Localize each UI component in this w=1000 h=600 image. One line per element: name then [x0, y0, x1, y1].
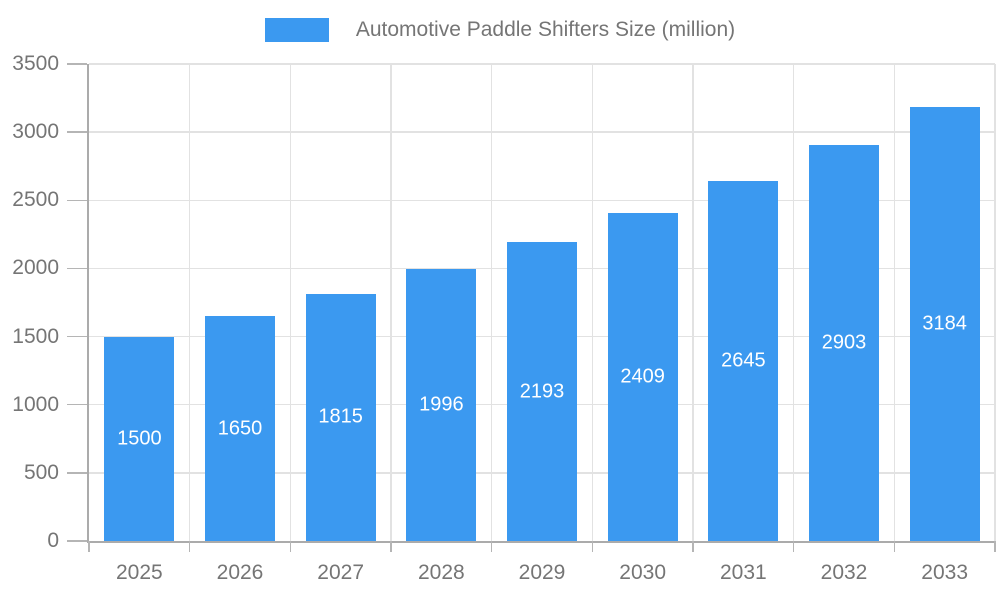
legend-label: Automotive Paddle Shifters Size (million…: [355, 18, 736, 41]
bar: 2645: [708, 180, 779, 541]
x-tick-label: 2027: [317, 561, 365, 584]
v-gridline: [994, 64, 996, 541]
bar: 1650: [205, 316, 275, 541]
x-tick-label: 2028: [417, 561, 465, 584]
bar-value-label: 1815: [318, 405, 363, 428]
y-tick: [67, 63, 87, 65]
y-tick-label: 500: [23, 460, 59, 484]
h-gridline: [89, 199, 995, 202]
x-tick: [792, 541, 795, 552]
y-tick: [67, 403, 87, 406]
plot-area: 0 500 1000 1500 2000 2500 3000 3500 1500 2025 1650…: [12, 52, 996, 584]
x-tick: [390, 541, 392, 552]
bar: 2409: [607, 212, 678, 541]
bar-value-label: 1500: [117, 427, 162, 450]
x-tick: [994, 541, 996, 552]
x-tick-label: 2029: [518, 561, 566, 584]
y-tick-label: 0: [47, 529, 59, 552]
x-tick: [591, 541, 594, 552]
h-gridline: [89, 131, 995, 133]
v-gridline: [893, 64, 896, 541]
v-gridline: [289, 64, 292, 541]
x-tick: [692, 541, 694, 552]
y-tick: [67, 131, 87, 133]
y-tick: [67, 335, 87, 338]
x-tick: [893, 541, 896, 552]
v-gridline: [390, 64, 392, 541]
y-tick: [67, 267, 87, 270]
v-gridline: [792, 64, 795, 541]
x-tick: [88, 541, 90, 552]
x-tick-label: 2031: [719, 561, 767, 584]
x-tick: [289, 541, 292, 552]
legend: Automotive Paddle Shifters Size (million…: [0, 18, 1000, 42]
x-tick-label: 2032: [820, 561, 868, 584]
y-tick: [67, 199, 87, 202]
bar-value-label: 2903: [821, 331, 867, 354]
bar: 1500: [104, 336, 175, 541]
y-tick-label: 3000: [12, 120, 59, 144]
v-gridline: [188, 64, 191, 541]
bar-value-label: 2645: [721, 349, 766, 372]
bar-value-label: 2193: [519, 380, 565, 403]
x-tick-label: 2033: [921, 561, 969, 584]
x-tick-label: 2025: [115, 561, 163, 584]
bar: 3184: [909, 107, 980, 541]
v-gridline: [591, 64, 594, 541]
legend-swatch: [264, 18, 329, 42]
bar: 2903: [809, 145, 879, 541]
y-tick-label: 2500: [12, 188, 59, 212]
x-tick-label: 2026: [216, 561, 264, 584]
h-gridline: [89, 63, 995, 65]
bar: 1996: [406, 268, 477, 541]
bar: 1815: [305, 293, 376, 541]
bar-value-label: 1650: [217, 417, 263, 440]
y-tick-label: 1500: [12, 324, 59, 348]
x-tick-label: 2030: [619, 561, 667, 584]
x-tick: [188, 541, 191, 552]
bar-value-label: 3184: [922, 312, 967, 335]
bar: 2193: [507, 242, 577, 541]
y-tick-label: 1000: [12, 392, 59, 416]
y-tick-label: 2000: [12, 256, 59, 280]
v-gridline: [692, 64, 694, 541]
bar-value-label: 2409: [620, 365, 665, 388]
bar-value-label: 1996: [419, 393, 464, 416]
v-gridline: [490, 64, 493, 541]
y-tick: [67, 540, 87, 542]
x-tick: [490, 541, 493, 552]
y-tick: [67, 472, 87, 474]
y-tick-label: 3500: [12, 52, 59, 75]
